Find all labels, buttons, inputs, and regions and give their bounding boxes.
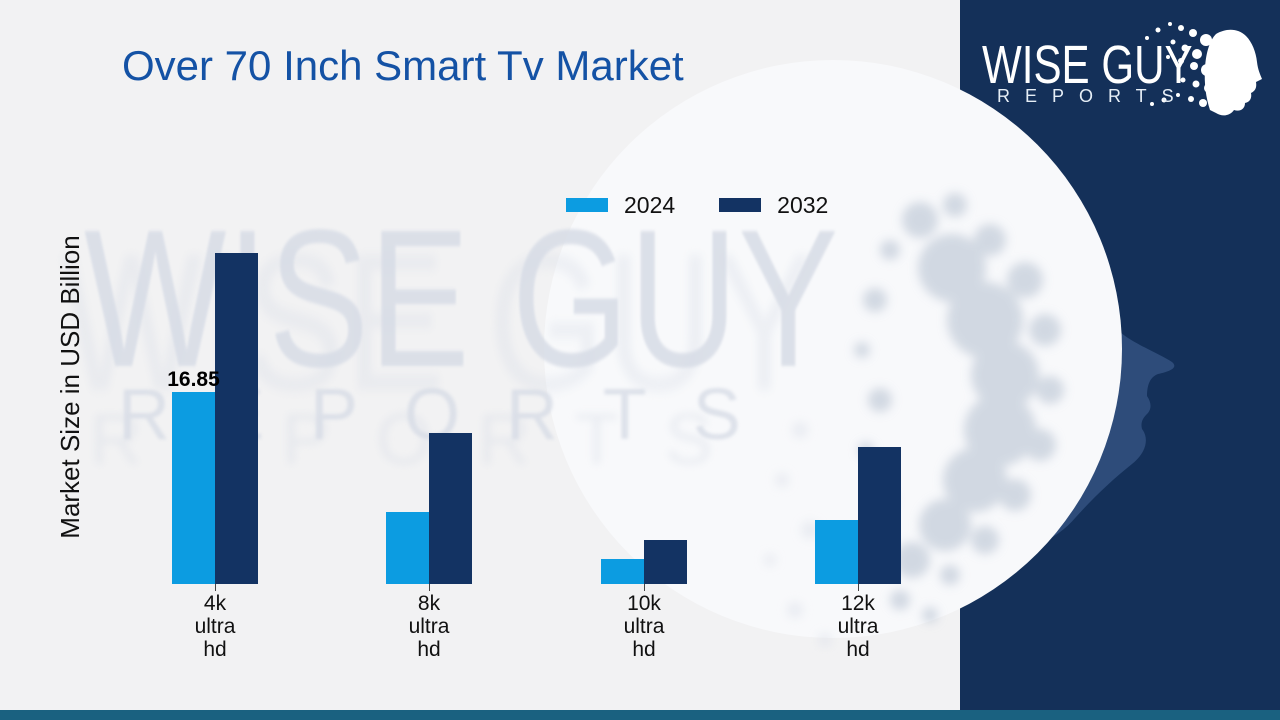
legend: 2024 2032 bbox=[566, 190, 828, 220]
bottom-teal-bar bbox=[0, 710, 1280, 720]
logo-face-icon bbox=[1145, 22, 1262, 116]
legend-item-2032: 2032 bbox=[719, 192, 828, 219]
bar-2024-4k-ultra-hd bbox=[172, 392, 215, 584]
category-label-8k-ultra-hd: 8k ultra hd bbox=[408, 592, 450, 661]
x-axis-tick bbox=[857, 584, 859, 591]
logo-brand-text: WISE GUY bbox=[982, 35, 1193, 95]
legend-swatch-2024 bbox=[566, 198, 608, 212]
category-label-12k-ultra-hd: 12k ultra hd bbox=[837, 592, 879, 661]
x-axis-tick bbox=[428, 584, 430, 591]
legend-label-2024: 2024 bbox=[624, 191, 676, 218]
bar-2024-8k-ultra-hd bbox=[386, 512, 429, 584]
bar-2032-12k-ultra-hd bbox=[858, 447, 901, 584]
x-axis-tick bbox=[643, 584, 645, 591]
bar-2032-4k-ultra-hd bbox=[215, 252, 258, 584]
faint-dots bbox=[764, 422, 832, 647]
bar-2024-10k-ultra-hd bbox=[601, 558, 644, 584]
legend-item-2024: 2024 bbox=[566, 192, 675, 219]
category-label-4k-ultra-hd: 4k ultra hd bbox=[194, 592, 236, 661]
chart-title: Over 70 Inch Smart Tv Market bbox=[122, 42, 684, 89]
legend-label-2032: 2032 bbox=[777, 191, 829, 218]
bar-value-label: 16.85 bbox=[167, 368, 220, 391]
bar-2032-10k-ultra-hd bbox=[644, 540, 687, 584]
logo-sub-text: REPORTS bbox=[997, 86, 1189, 106]
dotted-brain-watermark bbox=[848, 193, 1064, 623]
category-label-10k-ultra-hd: 10k ultra hd bbox=[623, 592, 665, 661]
bar-2024-12k-ultra-hd bbox=[815, 520, 858, 584]
legend-swatch-2032 bbox=[719, 198, 762, 212]
x-axis-tick bbox=[214, 584, 216, 591]
bar-2032-8k-ultra-hd bbox=[429, 433, 472, 584]
